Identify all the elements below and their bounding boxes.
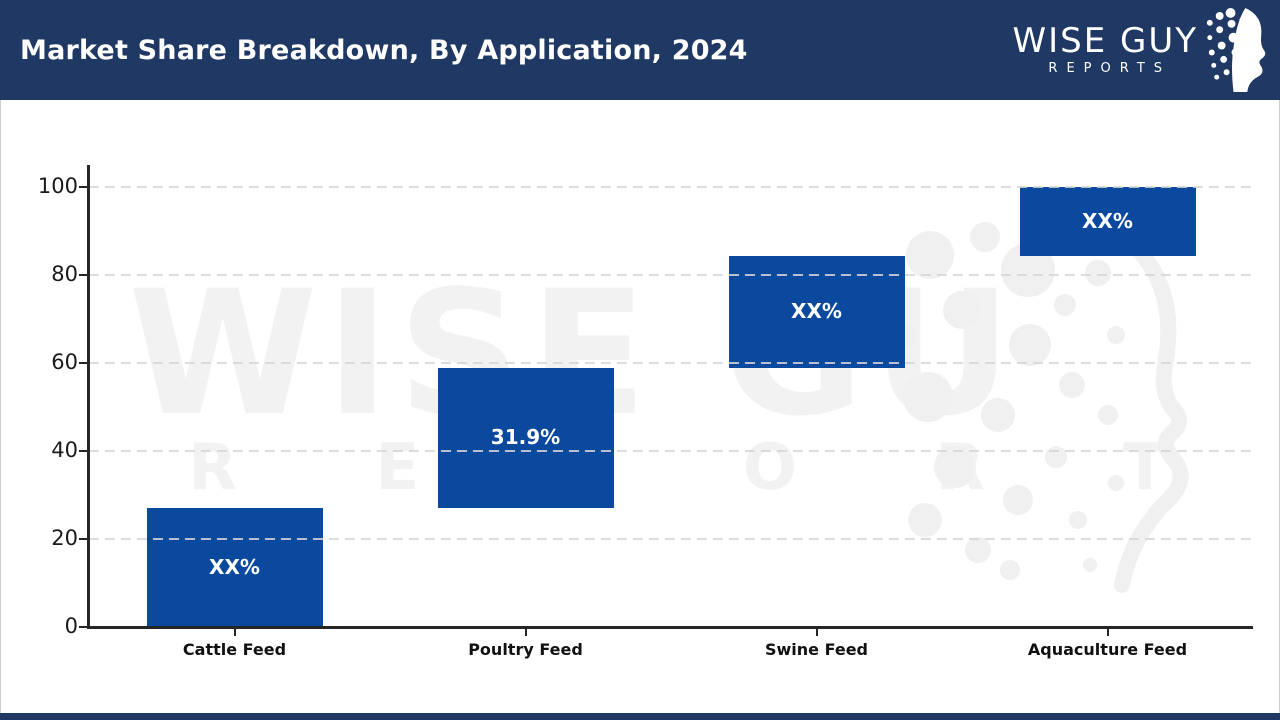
x-tick-mark-swine-feed <box>815 628 818 636</box>
x-axis-line <box>88 626 1253 629</box>
bar-poultry-feed <box>437 367 614 509</box>
y-tick-mark-80 <box>79 274 88 276</box>
gridline-60 <box>89 362 1253 364</box>
bar-aquaculture-feed <box>1019 187 1196 257</box>
x-tick-mark-cattle-feed <box>233 628 236 636</box>
gridline-80 <box>89 274 1253 276</box>
watermark-text-reports: R E P O R T S <box>188 431 1280 505</box>
y-tick-mark-0 <box>79 626 88 628</box>
y-tick-label-0: 0 <box>64 614 78 638</box>
x-tick-mark-aquaculture-feed <box>1106 628 1109 636</box>
bar-label-swine-feed: XX% <box>791 298 842 323</box>
logo-text: WISE GUY REPORTS <box>1012 24 1198 76</box>
bar-label-poultry-feed: 31.9% <box>490 425 561 450</box>
y-tick-label-40: 40 <box>51 438 78 462</box>
footer-bar <box>0 713 1280 720</box>
y-tick-mark-40 <box>79 450 88 452</box>
bar-label-cattle-feed: XX% <box>209 554 260 579</box>
gridline-20 <box>89 538 1253 540</box>
y-tick-mark-100 <box>79 186 88 188</box>
category-label-cattle-feed: Cattle Feed <box>182 640 287 659</box>
category-label-poultry-feed: Poultry Feed <box>468 640 583 659</box>
gridline-40 <box>89 450 1253 452</box>
bar-cattle-feed <box>146 508 323 627</box>
y-tick-label-60: 60 <box>51 350 78 374</box>
wiseguy-logo: WISE GUY REPORTS <box>1012 6 1268 94</box>
bar-label-aquaculture-feed: XX% <box>1082 208 1133 233</box>
y-tick-label-20: 20 <box>51 526 78 550</box>
logo-wordmark: WISE GUY <box>1012 21 1198 61</box>
category-label-swine-feed: Swine Feed <box>764 640 869 659</box>
y-tick-label-80: 80 <box>51 262 78 286</box>
y-tick-mark-60 <box>79 362 88 364</box>
logo-subtitle: REPORTS <box>1048 61 1172 76</box>
header-bar: Market Share Breakdown, By Application, … <box>0 0 1280 100</box>
category-label-aquaculture-feed: Aquaculture Feed <box>1027 640 1188 659</box>
gridline-100 <box>89 186 1253 188</box>
x-tick-mark-poultry-feed <box>524 628 527 636</box>
wiseguy-face-icon <box>1206 8 1266 92</box>
y-tick-label-100: 100 <box>37 174 78 198</box>
page-title: Market Share Breakdown, By Application, … <box>20 34 748 66</box>
y-axis-line <box>87 165 90 629</box>
y-tick-mark-20 <box>79 538 88 540</box>
